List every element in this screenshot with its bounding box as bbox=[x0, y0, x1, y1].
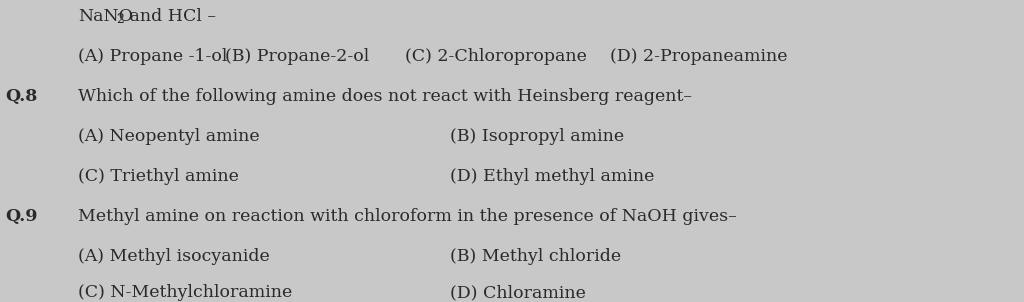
Text: (B) Propane-2-ol: (B) Propane-2-ol bbox=[225, 48, 370, 65]
Text: Methyl amine on reaction with chloroform in the presence of NaOH gives–: Methyl amine on reaction with chloroform… bbox=[78, 208, 736, 225]
Text: 2: 2 bbox=[116, 13, 124, 26]
Text: (B) Isopropyl amine: (B) Isopropyl amine bbox=[450, 128, 624, 145]
Text: (C) 2-Chloropropane: (C) 2-Chloropropane bbox=[406, 48, 587, 65]
Text: (B) Methyl chloride: (B) Methyl chloride bbox=[450, 248, 622, 265]
Text: (A) Neopentyl amine: (A) Neopentyl amine bbox=[78, 128, 260, 145]
Text: (D) 2-Propaneamine: (D) 2-Propaneamine bbox=[610, 48, 787, 65]
Text: NaNO: NaNO bbox=[78, 8, 133, 25]
Text: (A) Propane -1-ol: (A) Propane -1-ol bbox=[78, 48, 227, 65]
Text: Q.9: Q.9 bbox=[5, 208, 38, 225]
Text: (A) Methyl isocyanide: (A) Methyl isocyanide bbox=[78, 248, 269, 265]
Text: and HCl –: and HCl – bbox=[124, 8, 216, 25]
Text: (D) Chloramine: (D) Chloramine bbox=[450, 284, 586, 301]
Text: (D) Ethyl methyl amine: (D) Ethyl methyl amine bbox=[450, 168, 654, 185]
Text: Which of the following amine does not react with Heinsberg reagent–: Which of the following amine does not re… bbox=[78, 88, 692, 105]
Text: (C) N-Methylchloramine: (C) N-Methylchloramine bbox=[78, 284, 292, 301]
Text: (C) Triethyl amine: (C) Triethyl amine bbox=[78, 168, 239, 185]
Text: Q.8: Q.8 bbox=[5, 88, 37, 105]
